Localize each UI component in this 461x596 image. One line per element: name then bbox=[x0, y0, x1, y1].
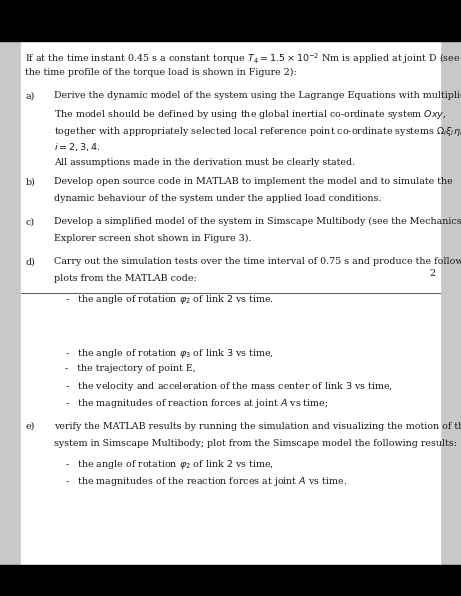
Text: -   the velocity and acceleration of the mass center of link $3$ vs time,: - the velocity and acceleration of the m… bbox=[65, 380, 392, 393]
Text: Develop open source code in MATLAB to implement the model and to simulate the: Develop open source code in MATLAB to im… bbox=[54, 177, 453, 187]
Bar bbox=[0, 0, 461, 41]
Text: together with appropriately selected local reference point co-ordinate systems $: together with appropriately selected loc… bbox=[54, 125, 461, 138]
Text: Develop a simplified model of the system in Simscape Multibody (see the Mechanic: Develop a simplified model of the system… bbox=[54, 218, 461, 226]
Text: The model should be defined by using the global inertial co-ordinate system $Oxy: The model should be defined by using the… bbox=[54, 108, 446, 121]
Text: -   the magnitudes of the reaction forces at joint $A$ vs time.: - the magnitudes of the reaction forces … bbox=[65, 474, 347, 488]
Text: the time profile of the torque load is shown in Figure 2):: the time profile of the torque load is s… bbox=[25, 68, 297, 77]
Bar bbox=[21, 41, 440, 293]
Text: -   the angle of rotation $\varphi_2$ of link $2$ vs time.: - the angle of rotation $\varphi_2$ of l… bbox=[65, 293, 273, 306]
Text: dynamic behaviour of the system under the applied load conditions.: dynamic behaviour of the system under th… bbox=[54, 194, 381, 203]
Text: -   the trajectory of point E,: - the trajectory of point E, bbox=[65, 364, 195, 372]
Text: c): c) bbox=[25, 218, 35, 226]
Text: d): d) bbox=[25, 257, 35, 266]
Text: verify the MATLAB results by running the simulation and visualizing the motion o: verify the MATLAB results by running the… bbox=[54, 422, 461, 431]
Text: a): a) bbox=[25, 91, 35, 100]
Text: plots from the MATLAB code:: plots from the MATLAB code: bbox=[54, 274, 197, 283]
Text: If at the time instant 0.45 s a constant torque $T_4 = 1.5 \times 10^{-2}$ Nm is: If at the time instant 0.45 s a constant… bbox=[25, 51, 461, 66]
Text: b): b) bbox=[25, 177, 35, 187]
Text: Derive the dynamic model of the system using the Lagrange Equations with multipl: Derive the dynamic model of the system u… bbox=[54, 91, 461, 100]
Text: Explorer screen shot shown in Figure 3).: Explorer screen shot shown in Figure 3). bbox=[54, 234, 251, 243]
Text: $i = 2, 3, 4$.: $i = 2, 3, 4$. bbox=[54, 141, 100, 153]
Bar bbox=[21, 293, 440, 565]
Text: 2: 2 bbox=[430, 269, 436, 278]
Text: e): e) bbox=[25, 422, 35, 431]
Text: Carry out the simulation tests over the time interval of 0.75 s and produce the : Carry out the simulation tests over the … bbox=[54, 257, 461, 266]
Text: -   the magnitudes of reaction forces at joint $A$ vs time;: - the magnitudes of reaction forces at j… bbox=[65, 397, 328, 410]
Text: -   the angle of rotation $\varphi_2$ of link $2$ vs time,: - the angle of rotation $\varphi_2$ of l… bbox=[65, 458, 273, 471]
Text: All assumptions made in the derivation must be clearly stated.: All assumptions made in the derivation m… bbox=[54, 158, 355, 167]
Text: system in Simscape Multibody; plot from the Simscape model the following results: system in Simscape Multibody; plot from … bbox=[54, 439, 457, 448]
Text: -   the angle of rotation $\varphi_3$ of link $3$ vs time,: - the angle of rotation $\varphi_3$ of l… bbox=[65, 347, 273, 360]
Bar bbox=[0, 565, 461, 596]
